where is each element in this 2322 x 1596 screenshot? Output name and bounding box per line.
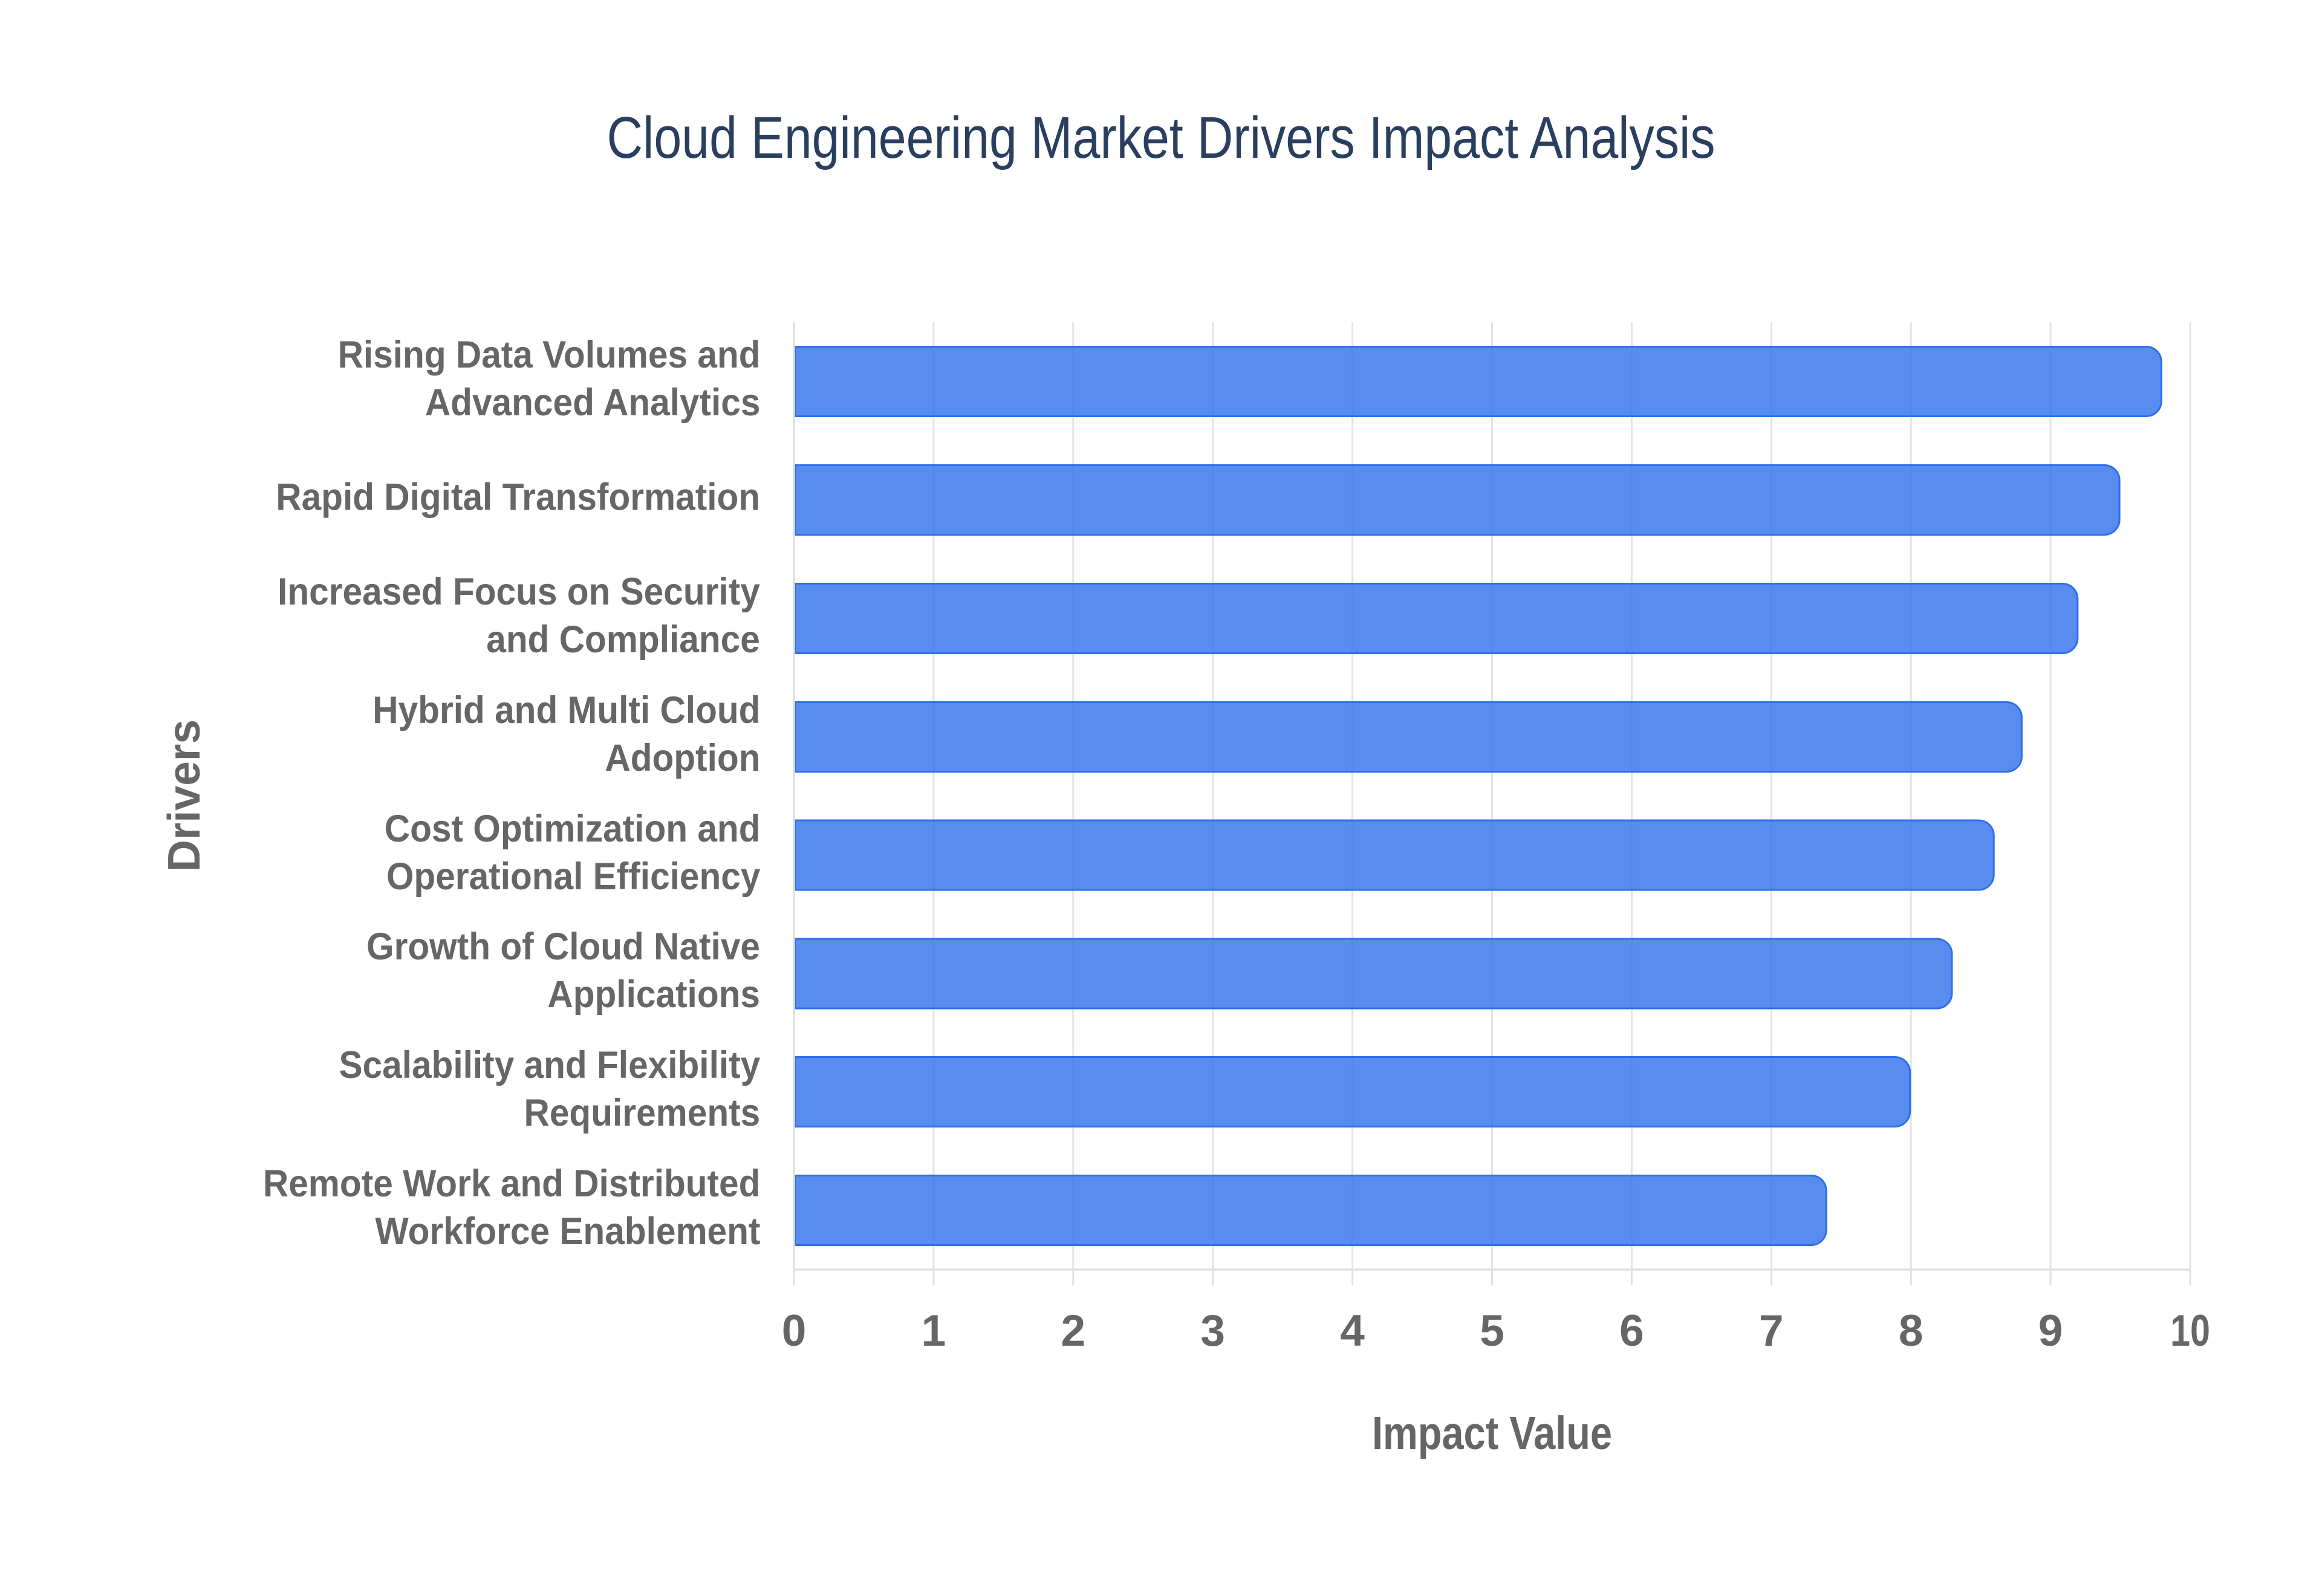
svg-text:0: 0 — [782, 1306, 807, 1355]
svg-text:6: 6 — [1619, 1306, 1644, 1355]
svg-text:8: 8 — [1899, 1306, 1924, 1355]
svg-text:Drivers: Drivers — [158, 719, 209, 872]
svg-text:7: 7 — [1759, 1306, 1784, 1355]
svg-text:5: 5 — [1480, 1306, 1504, 1355]
svg-text:10: 10 — [2170, 1306, 2210, 1355]
svg-text:4: 4 — [1340, 1306, 1365, 1355]
svg-text:3: 3 — [1200, 1306, 1225, 1355]
svg-text:2: 2 — [1061, 1306, 1085, 1355]
svg-text:9: 9 — [2038, 1306, 2063, 1355]
svg-text:Impact Value: Impact Value — [1372, 1407, 1612, 1459]
svg-text:1: 1 — [922, 1306, 946, 1355]
